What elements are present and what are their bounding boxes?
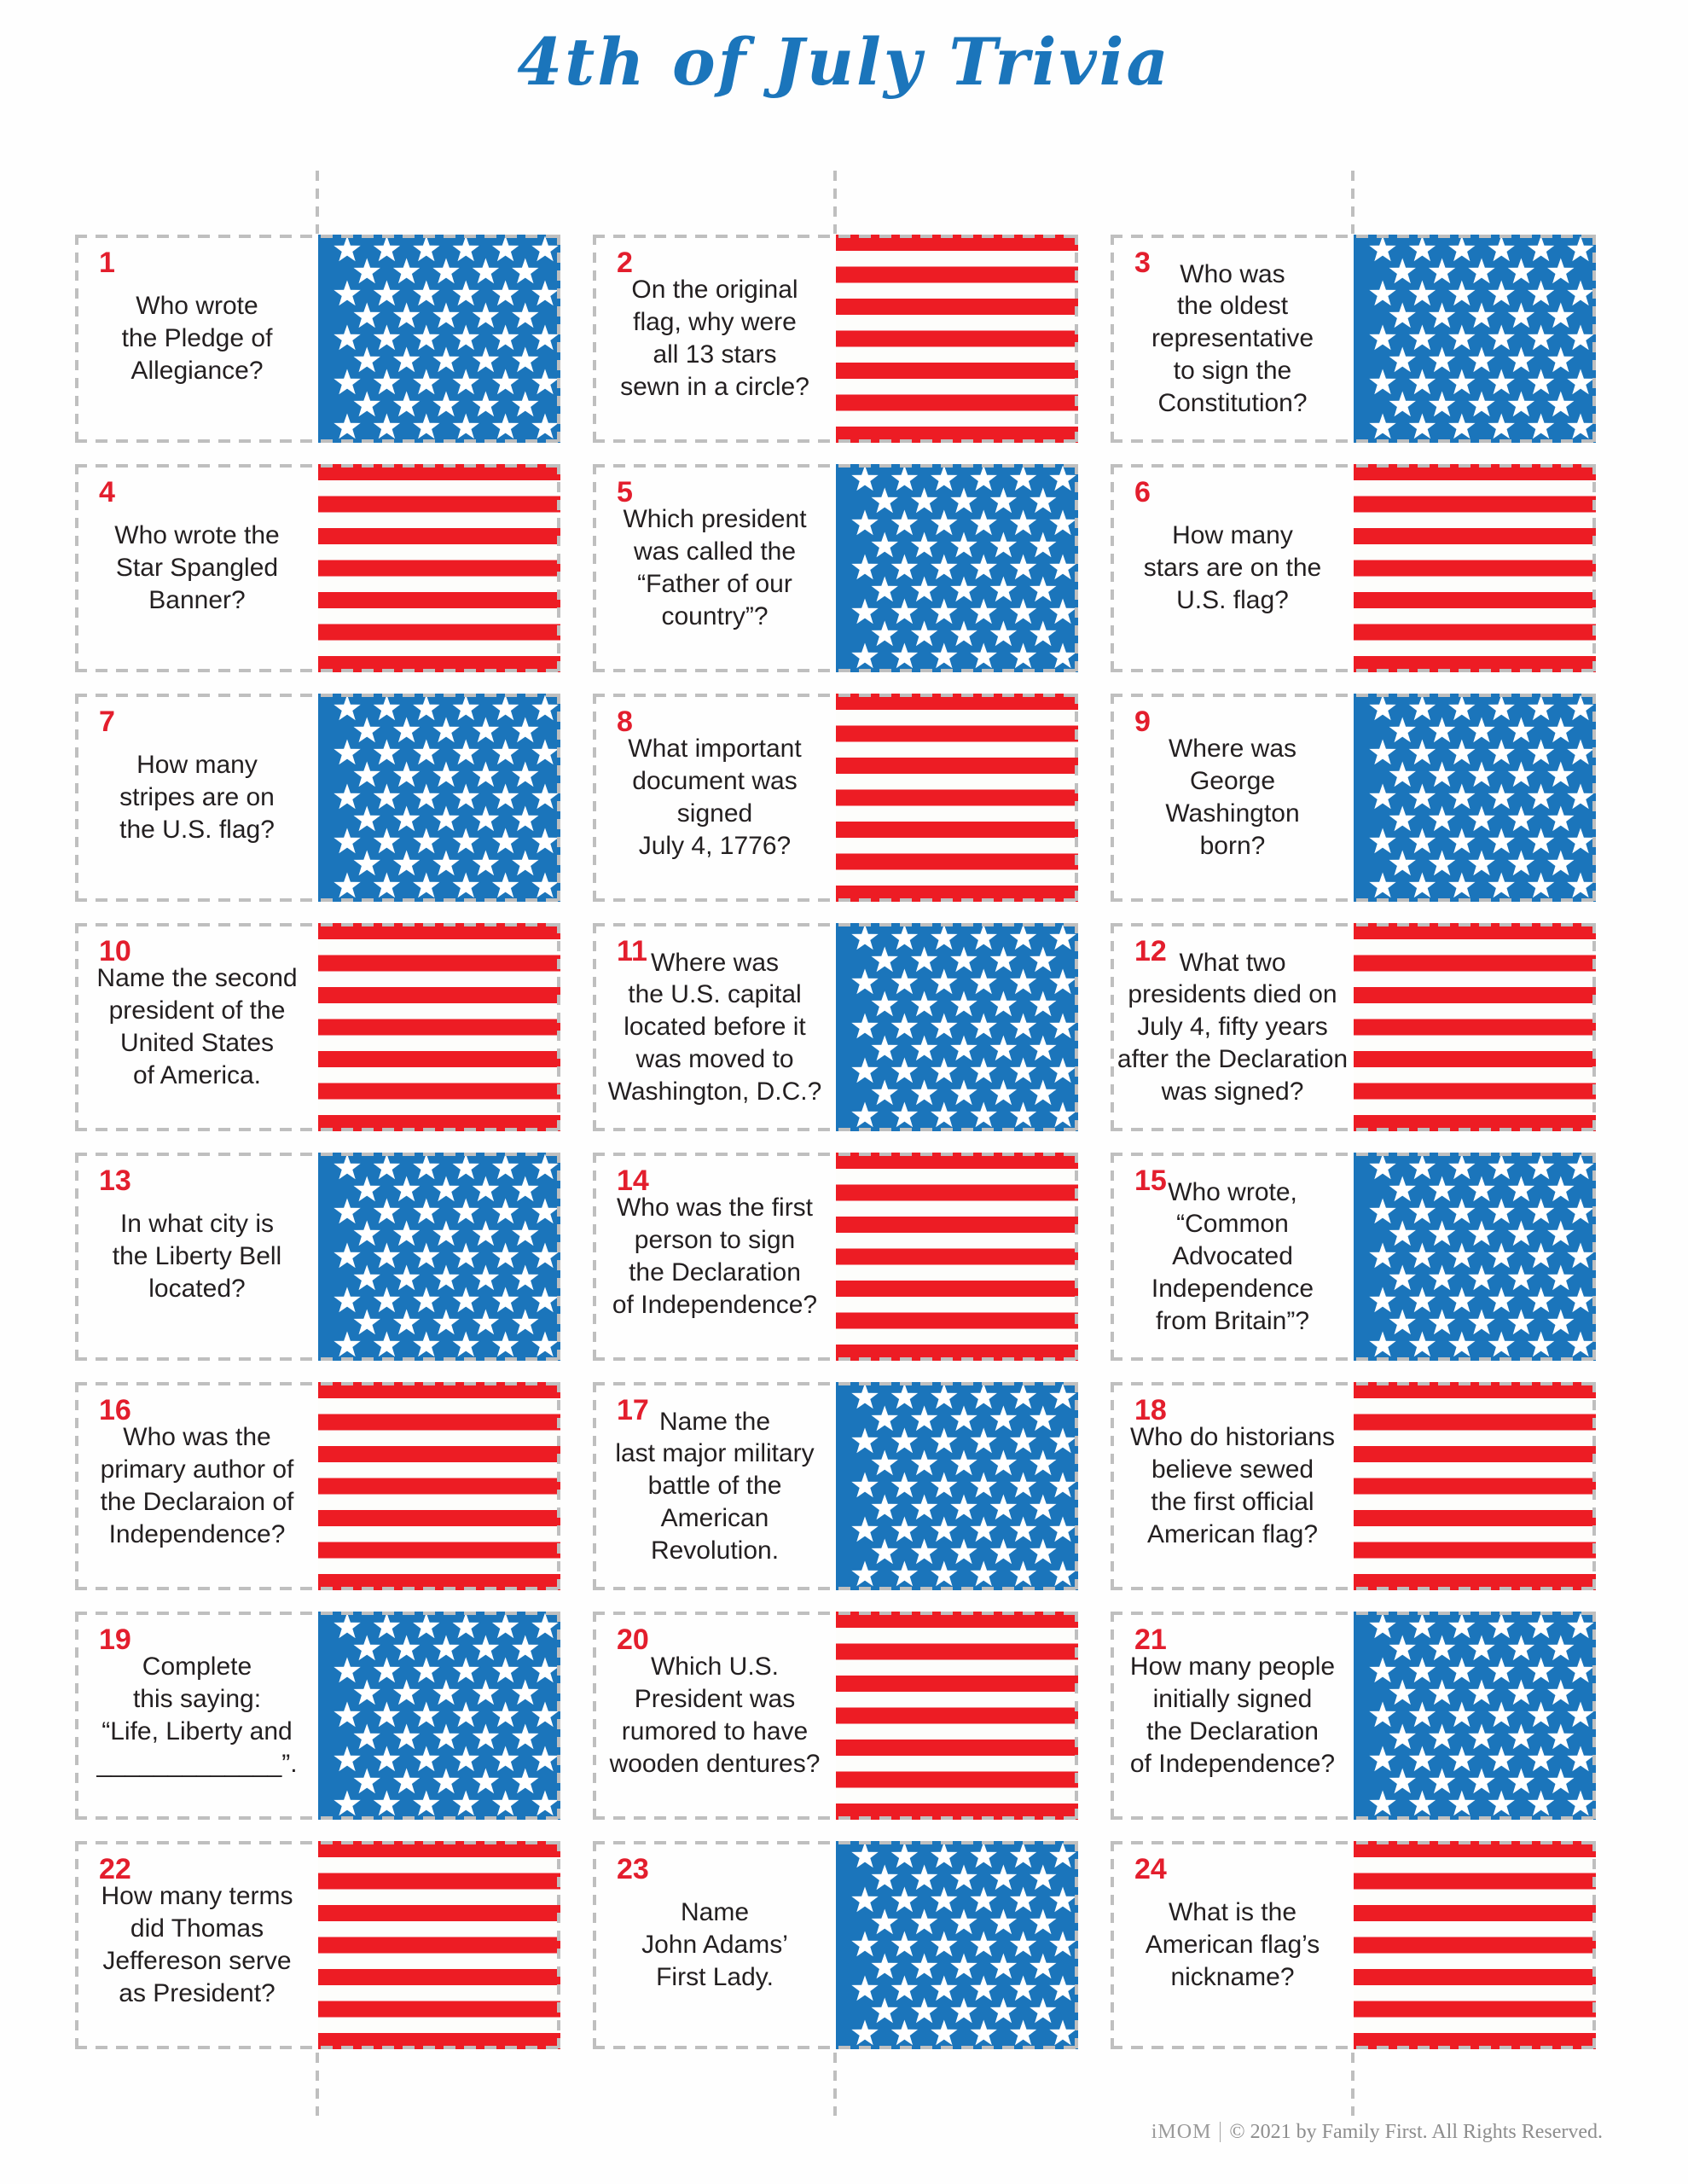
footer: iMOM © 2021 by Family First. All Rights R…: [1151, 2121, 1603, 2144]
trivia-card: 1 Who wrote the Pledge of Allegiance?: [75, 235, 560, 443]
flag-stripes-image: [836, 1612, 1078, 1820]
page-title: 4th of July Trivia: [517, 24, 1171, 100]
flag-stars-image: [318, 694, 560, 902]
trivia-card: 24 What is the American flag’s nickname?: [1111, 1841, 1596, 2049]
flag-stripes-image: [1354, 1841, 1596, 2049]
card-number: 14: [617, 1165, 649, 1197]
flag-stripes-image: [318, 923, 560, 1131]
stars-canton: [1354, 235, 1596, 443]
trivia-card: 23 Name John Adams’ First Lady.: [593, 1841, 1078, 2049]
trivia-card: 21 How many people initially signed the …: [1111, 1612, 1596, 1820]
cut-mark-bottom-col1: [316, 2053, 319, 2116]
card-number: 3: [1134, 247, 1151, 279]
card-number: 9: [1134, 706, 1151, 738]
card-number: 19: [99, 1623, 131, 1656]
flag-stars-image: [836, 923, 1078, 1131]
stars-canton: [318, 235, 560, 443]
flag-stripes-image: [836, 235, 1078, 443]
trivia-card: 6 How many stars are on the U.S. flag?: [1111, 464, 1596, 672]
cut-mark-top-col3: [1351, 171, 1354, 234]
flag-stars-image: [1354, 1153, 1596, 1361]
cut-mark-bottom-col3: [1351, 2053, 1354, 2116]
flag-stars-image: [1354, 694, 1596, 902]
trivia-card: 14 Who was the first person to sign the …: [593, 1153, 1078, 1361]
flag-stripes-image: [1354, 1382, 1596, 1590]
card-number: 1: [99, 247, 115, 279]
card-number: 21: [1134, 1623, 1167, 1656]
trivia-card: 19 Complete this saying: “Life, Liberty …: [75, 1612, 560, 1820]
trivia-card: 16 Who was the primary author of the Dec…: [75, 1382, 560, 1590]
trivia-card: 2 On the original flag, why were all 13 …: [593, 235, 1078, 443]
stars-canton: [1354, 1612, 1596, 1820]
flag-stripes-image: [318, 1382, 560, 1590]
stars-canton: [1354, 1153, 1596, 1361]
trivia-card: 15 Who wrote, “Common Advocated Independ…: [1111, 1153, 1596, 1361]
cut-mark-bottom-col2: [833, 2053, 837, 2116]
flag-stars-image: [318, 1153, 560, 1361]
flag-stripes-image: [1354, 923, 1596, 1131]
card-number: 7: [99, 706, 115, 738]
trivia-card: 13 In what city is the Liberty Bell loca…: [75, 1153, 560, 1361]
card-number: 8: [617, 706, 633, 738]
footer-brand: iMOM: [1151, 2121, 1212, 2143]
card-number: 4: [99, 476, 115, 508]
card-number: 13: [99, 1165, 131, 1197]
cut-mark-top-col2: [833, 171, 837, 234]
footer-copyright: © 2021 by Family First. All Rights Reser…: [1229, 2121, 1603, 2143]
card-number: 10: [99, 935, 131, 967]
card-number: 20: [617, 1623, 649, 1656]
stars-canton: [836, 1841, 1078, 2049]
card-number: 15: [1134, 1165, 1167, 1197]
stars-canton: [318, 1612, 560, 1820]
stars-canton: [836, 923, 1078, 1131]
flag-stripes-image: [318, 464, 560, 672]
flag-stars-image: [318, 1612, 560, 1820]
trivia-card: 9 Where was George Washington born?: [1111, 694, 1596, 902]
flag-stars-image: [1354, 235, 1596, 443]
trivia-card: 8 What important document was signed Jul…: [593, 694, 1078, 902]
flag-stripes-image: [1354, 464, 1596, 672]
card-number: 16: [99, 1394, 131, 1426]
flag-stars-image: [836, 464, 1078, 672]
stars-canton: [318, 1153, 560, 1361]
card-number: 24: [1134, 1853, 1167, 1885]
trivia-card: 18 Who do historians believe sewed the f…: [1111, 1382, 1596, 1590]
trivia-card: 4 Who wrote the Star Spangled Banner?: [75, 464, 560, 672]
trivia-card: 11 Where was the U.S. capital located be…: [593, 923, 1078, 1131]
flag-stripes-image: [836, 694, 1078, 902]
card-number: 11: [617, 935, 647, 967]
card-number: 12: [1134, 935, 1167, 967]
flag-stars-image: [1354, 1612, 1596, 1820]
stars-canton: [836, 464, 1078, 672]
trivia-card: 5 Which president was called the “Father…: [593, 464, 1078, 672]
trivia-card: 3 Who was the oldest representative to s…: [1111, 235, 1596, 443]
card-number: 5: [617, 476, 633, 508]
trivia-card: 17 Name the last major military battle o…: [593, 1382, 1078, 1590]
trivia-card: 10 Name the second president of the Unit…: [75, 923, 560, 1131]
footer-divider: [1220, 2122, 1221, 2142]
cut-mark-top-col1: [316, 171, 319, 234]
card-number: 23: [617, 1853, 649, 1885]
card-number: 17: [617, 1394, 649, 1426]
card-number: 2: [617, 247, 633, 279]
card-number: 22: [99, 1853, 131, 1885]
stars-canton: [318, 694, 560, 902]
trivia-card: 7 How many stripes are on the U.S. flag?: [75, 694, 560, 902]
flag-stripes-image: [836, 1153, 1078, 1361]
trivia-card: 22 How many terms did Thomas Jeffereson …: [75, 1841, 560, 2049]
card-number: 6: [1134, 476, 1151, 508]
flag-stars-image: [836, 1841, 1078, 2049]
flag-stars-image: [318, 235, 560, 443]
trivia-card: 20 Which U.S. President was rumored to h…: [593, 1612, 1078, 1820]
stars-canton: [836, 1382, 1078, 1590]
trivia-card: 12 What two presidents died on July 4, f…: [1111, 923, 1596, 1131]
card-number: 18: [1134, 1394, 1167, 1426]
flag-stars-image: [836, 1382, 1078, 1590]
stars-canton: [1354, 694, 1596, 902]
flag-stripes-image: [318, 1841, 560, 2049]
